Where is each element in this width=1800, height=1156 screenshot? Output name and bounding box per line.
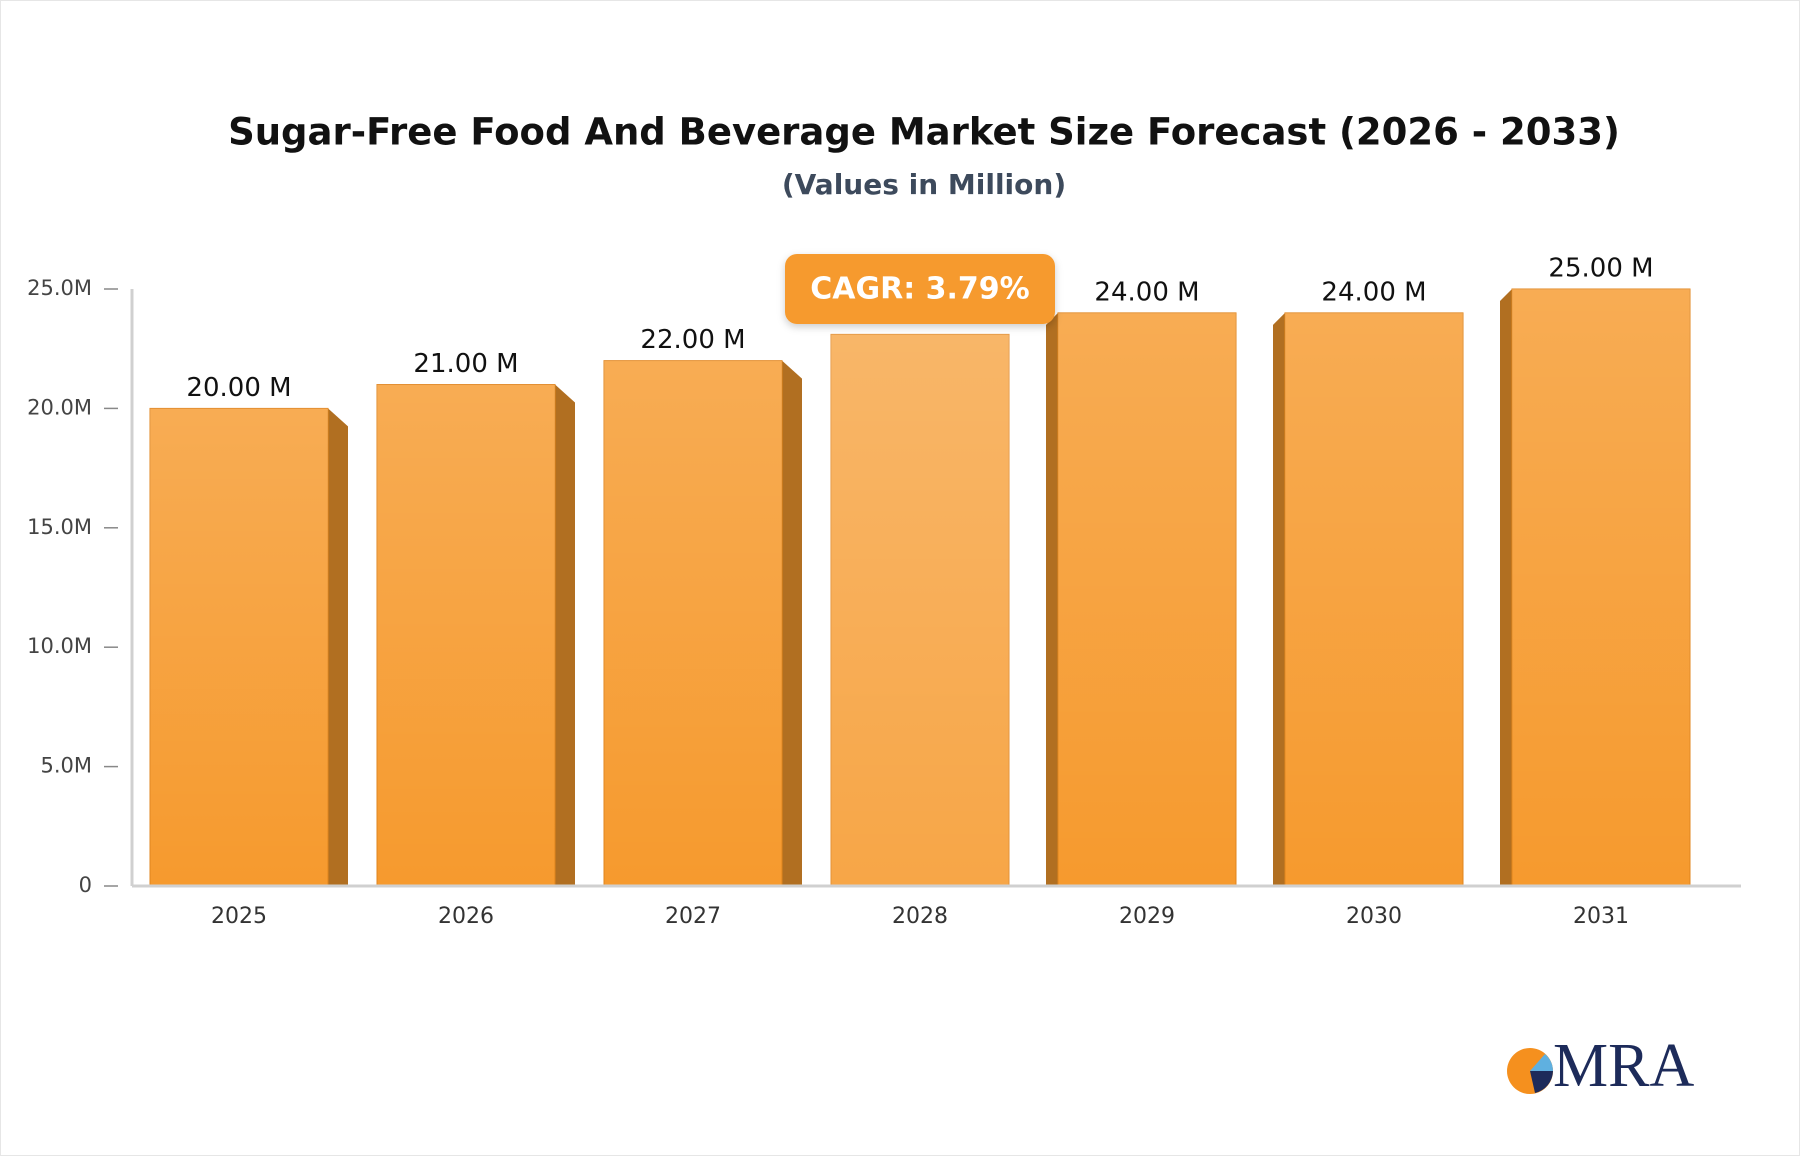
bar-group [1500, 288, 1691, 887]
chart-subtitle: (Values in Million) [782, 168, 1066, 201]
y-tick-label: 25.0M [27, 276, 92, 300]
y-tick-label: 20.0M [27, 395, 92, 419]
y-tick-label: 0 [79, 873, 92, 897]
bar-shine [1512, 289, 1690, 886]
y-tick-label: 10.0M [27, 634, 92, 658]
bar-side [782, 360, 802, 886]
value-label: 21.00 M [413, 349, 518, 379]
y-tick-label: 5.0M [40, 754, 92, 778]
bar-group [1046, 312, 1237, 887]
bar-side [328, 408, 348, 886]
bar-shine [604, 360, 782, 886]
bar-group [149, 407, 348, 887]
bar-shine [377, 384, 555, 886]
bar-side [1500, 289, 1512, 886]
bar-group [1273, 312, 1464, 887]
bar-shine [1285, 312, 1463, 886]
value-label: 24.00 M [1094, 277, 1199, 307]
cagr-badge: CAGR: 3.79% [785, 254, 1055, 324]
bar-group [603, 360, 802, 887]
bar-shine [1058, 312, 1236, 886]
value-label: 22.00 M [640, 325, 745, 355]
bar-side [1273, 312, 1285, 886]
cagr-label: CAGR: 3.79% [810, 272, 1029, 307]
bar-shine [150, 408, 328, 886]
value-label: 25.00 M [1548, 254, 1653, 284]
x-tick-label: 2026 [438, 904, 494, 929]
x-tick-label: 2031 [1573, 904, 1629, 929]
x-tick-label: 2030 [1346, 904, 1402, 929]
chart-title: Sugar-Free Food And Beverage Market Size… [228, 111, 1620, 154]
x-tick-label: 2029 [1119, 904, 1175, 929]
cagr-box [785, 254, 1055, 324]
value-label: 20.00 M [186, 373, 291, 403]
logo-icon [1530, 1054, 1553, 1071]
value-label: 24.00 M [1321, 277, 1426, 307]
logo-text: MRA [1553, 1032, 1694, 1100]
x-tick-label: 2028 [892, 904, 948, 929]
y-tick-label: 15.0M [27, 515, 92, 539]
plot: 0 5.0M 10.0M 15.0M 20.0M 25.0M 20.00 M 2025 21.0… [27, 254, 1741, 929]
logo: MRA [1507, 1032, 1694, 1100]
bar-group [376, 384, 575, 887]
bar-shine [831, 334, 1009, 886]
bar-side [555, 384, 575, 886]
bar-side [1046, 312, 1058, 886]
x-tick-label: 2025 [211, 904, 267, 929]
x-tick-label: 2027 [665, 904, 721, 929]
bar-group [830, 333, 1010, 887]
logo-icon [1530, 1071, 1553, 1093]
